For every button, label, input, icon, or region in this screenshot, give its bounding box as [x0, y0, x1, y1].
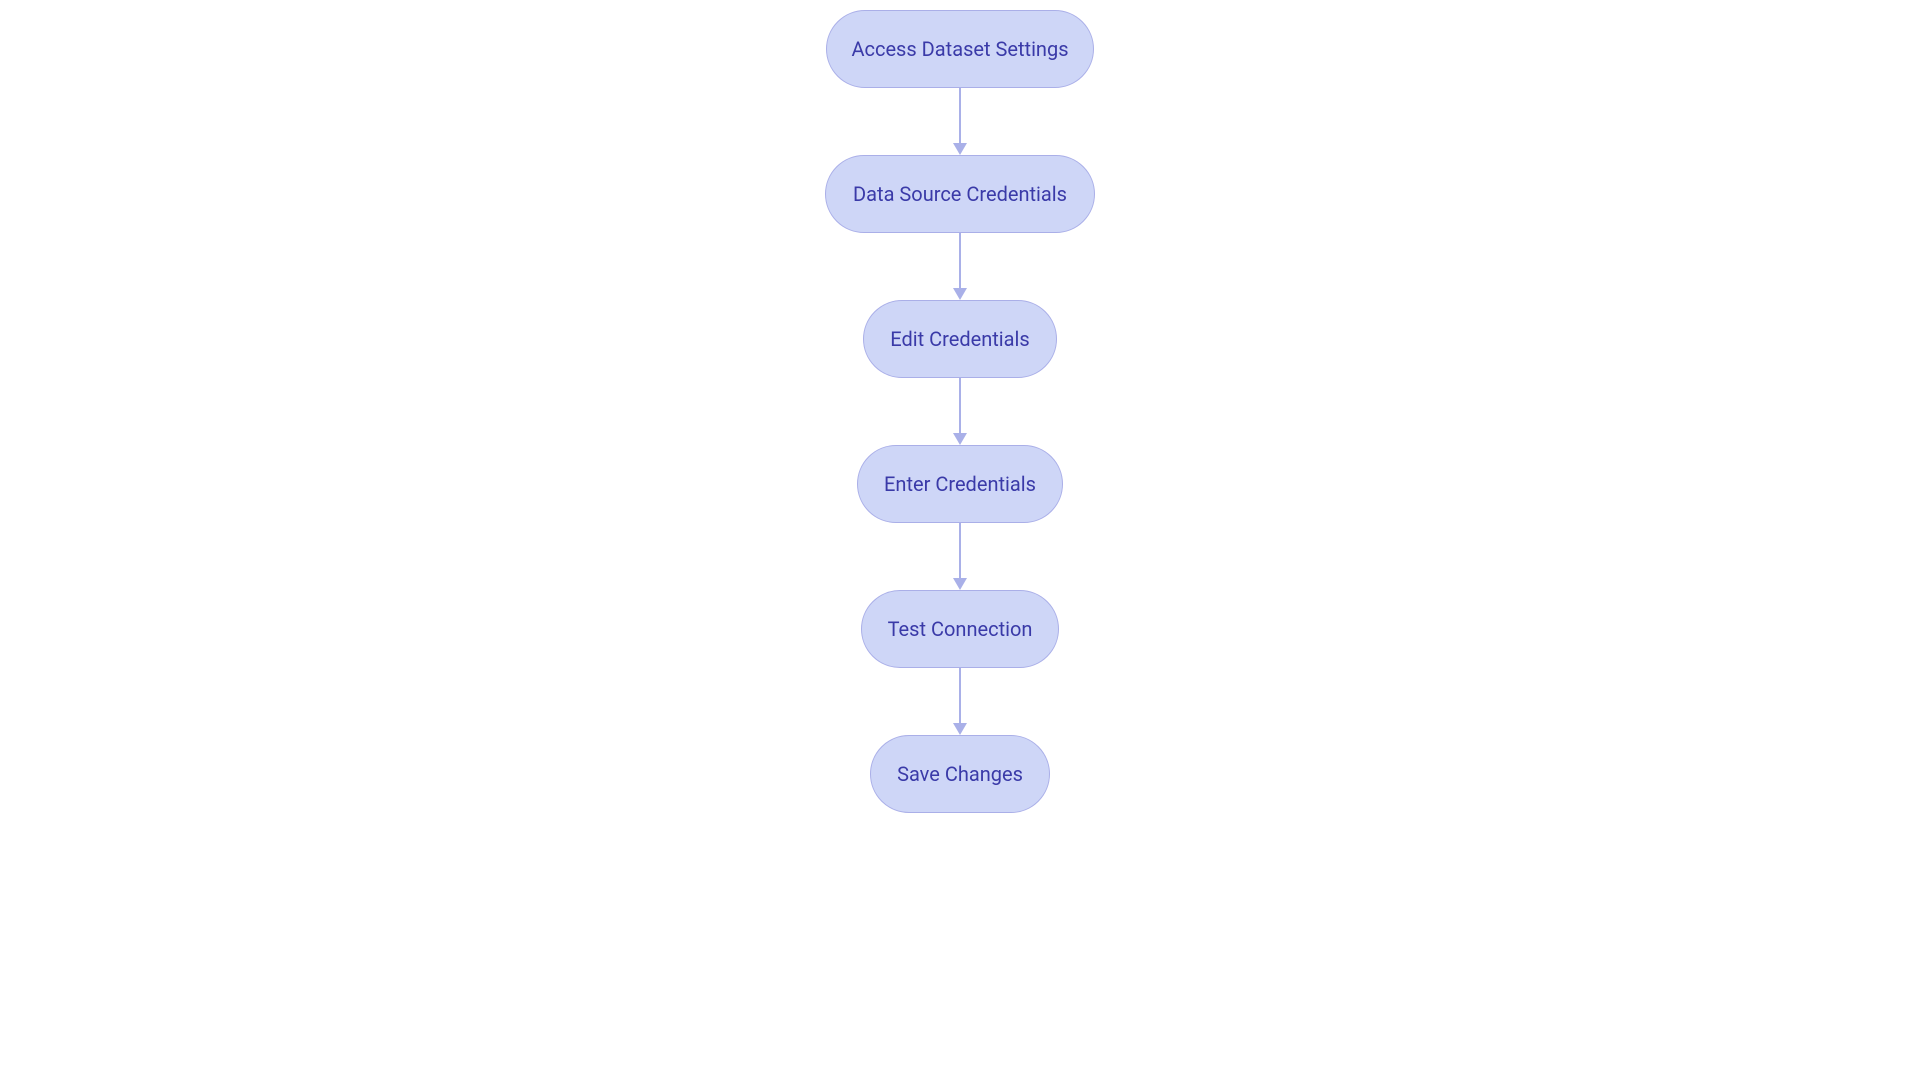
node-label: Data Source Credentials	[853, 182, 1067, 206]
connector-line	[959, 233, 961, 288]
flowchart-container: Access Dataset Settings Data Source Cred…	[825, 10, 1095, 813]
node-label: Enter Credentials	[884, 472, 1036, 496]
node-label: Test Connection	[888, 617, 1033, 641]
node-label: Save Changes	[897, 762, 1023, 786]
connector-line	[959, 523, 961, 578]
arrow-down-icon	[953, 433, 967, 445]
flowchart-node: Enter Credentials	[857, 445, 1063, 523]
flowchart-connector	[953, 523, 967, 590]
flowchart-node: Data Source Credentials	[825, 155, 1095, 233]
connector-line	[959, 378, 961, 433]
arrow-down-icon	[953, 723, 967, 735]
flowchart-connector	[953, 233, 967, 300]
node-label: Edit Credentials	[890, 327, 1029, 351]
arrow-down-icon	[953, 288, 967, 300]
connector-line	[959, 668, 961, 723]
flowchart-connector	[953, 668, 967, 735]
arrow-down-icon	[953, 143, 967, 155]
flowchart-node: Edit Credentials	[863, 300, 1057, 378]
connector-line	[959, 88, 961, 143]
arrow-down-icon	[953, 578, 967, 590]
flowchart-node: Test Connection	[861, 590, 1059, 668]
flowchart-connector	[953, 378, 967, 445]
flowchart-node: Save Changes	[870, 735, 1050, 813]
node-label: Access Dataset Settings	[851, 37, 1068, 61]
flowchart-connector	[953, 88, 967, 155]
flowchart-node: Access Dataset Settings	[826, 10, 1094, 88]
